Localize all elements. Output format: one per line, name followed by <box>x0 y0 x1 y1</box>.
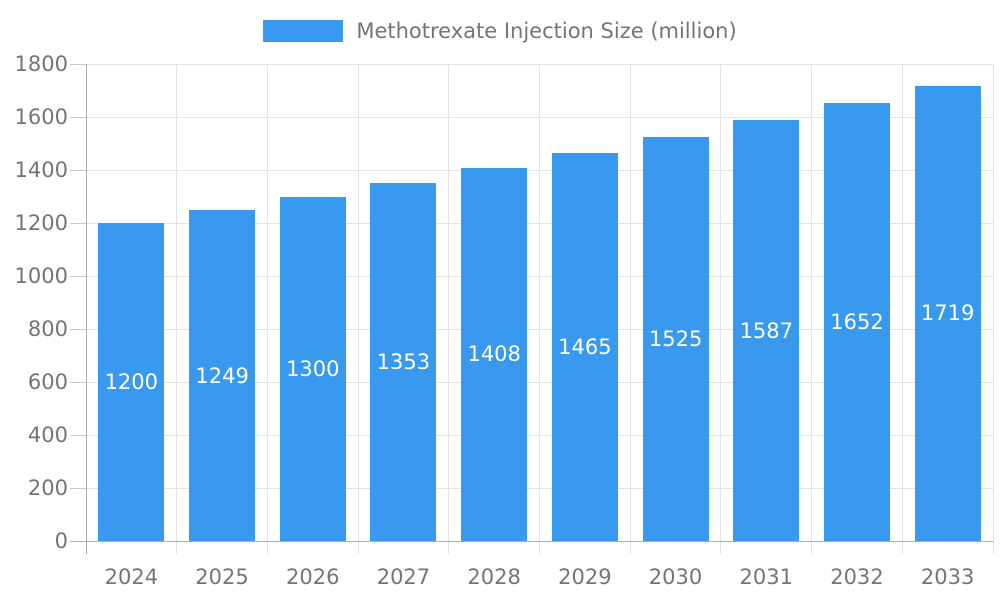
legend-label: Methotrexate Injection Size (million) <box>356 19 737 43</box>
bar-value-label: 1249 <box>195 363 249 388</box>
x-tick-label-2026: 2026 <box>286 565 340 589</box>
y-tick-label: 0 <box>54 529 68 553</box>
x-tick-label-2028: 2028 <box>467 565 521 589</box>
y-tick <box>70 63 86 65</box>
bar-value-label: 1652 <box>830 310 884 335</box>
gridline-vertical <box>720 64 722 554</box>
y-tick-label: 1600 <box>14 105 68 129</box>
x-axis-line <box>70 540 993 542</box>
gridline-vertical <box>629 64 631 554</box>
y-tick <box>70 116 86 118</box>
legend-swatch <box>263 20 344 42</box>
gridline-vertical <box>176 64 178 554</box>
y-tick <box>70 487 86 489</box>
bar-2030[interactable]: 1525 <box>642 136 709 541</box>
y-tick-label: 600 <box>27 370 68 394</box>
gridline-vertical <box>448 64 450 554</box>
x-tick-label-2024: 2024 <box>104 565 159 589</box>
y-tick <box>70 222 86 224</box>
gridline-vertical <box>811 64 813 554</box>
bar-2033[interactable]: 1719 <box>914 85 981 541</box>
x-tick-label-2031: 2031 <box>739 565 793 589</box>
x-tick-label-2025: 2025 <box>195 565 249 589</box>
y-tick <box>70 169 86 171</box>
bar-2032[interactable]: 1652 <box>824 103 890 541</box>
gridline-vertical <box>539 64 540 554</box>
x-tick-label-2027: 2027 <box>376 565 431 589</box>
x-tick-label-2029: 2029 <box>558 565 612 589</box>
bar-2027[interactable]: 1353 <box>370 182 437 541</box>
y-tick <box>70 275 86 277</box>
y-tick-label: 1400 <box>14 158 68 182</box>
bar-value-label: 1587 <box>739 318 794 343</box>
bar-value-label: 1300 <box>286 356 340 381</box>
bar-2025[interactable]: 1249 <box>189 210 256 541</box>
bar-2031[interactable]: 1587 <box>733 120 800 541</box>
y-tick-label: 1800 <box>14 52 68 76</box>
bar-value-label: 1408 <box>467 342 521 367</box>
gridline-vertical <box>266 64 268 554</box>
y-tick <box>70 381 86 383</box>
y-tick-label: 800 <box>27 317 68 341</box>
y-tick-label: 200 <box>27 476 68 500</box>
bar-2028[interactable]: 1408 <box>461 167 528 541</box>
bar-2029[interactable]: 1465 <box>551 152 618 541</box>
x-tick-label-2033: 2033 <box>920 565 975 589</box>
y-tick <box>70 434 86 436</box>
bar-2024[interactable]: 1200 <box>98 223 165 541</box>
x-tick-label-2030: 2030 <box>648 565 703 589</box>
bar-value-label: 1200 <box>104 370 159 394</box>
gridline-vertical <box>992 64 994 554</box>
y-tick-label: 400 <box>27 423 68 447</box>
legend-item[interactable]: Methotrexate Injection Size (million) <box>0 19 1000 43</box>
bar-value-label: 1719 <box>920 301 975 326</box>
bar-value-label: 1353 <box>376 349 431 374</box>
gridline-vertical <box>901 64 903 554</box>
bar-value-label: 1525 <box>648 326 703 351</box>
bar-2026[interactable]: 1300 <box>279 196 346 541</box>
y-tick-label: 1000 <box>14 264 68 288</box>
y-axis-line <box>85 64 87 554</box>
x-tick-label-2032: 2032 <box>830 565 884 589</box>
y-tick <box>70 328 86 330</box>
bar-value-label: 1465 <box>558 334 612 359</box>
gridline-vertical <box>357 64 359 554</box>
y-tick-label: 1200 <box>14 211 68 235</box>
